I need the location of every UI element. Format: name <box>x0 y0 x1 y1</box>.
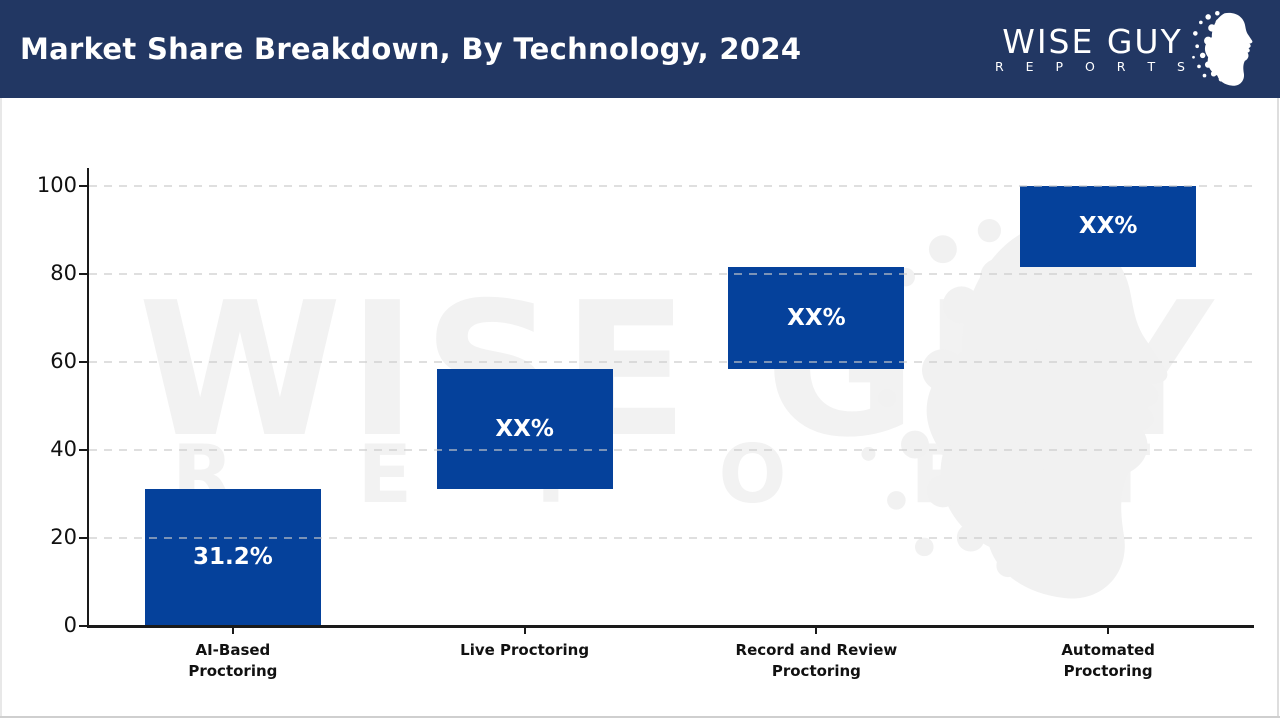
x-axis-line <box>87 625 1254 628</box>
logo-head-dots-icon <box>1192 10 1253 86</box>
x-category-label: Automated Proctoring <box>1061 641 1155 680</box>
bar-segment: XX% <box>728 266 905 370</box>
logo-reports-label: R E P O R T S <box>994 58 1194 74</box>
x-tick-mark <box>1107 628 1110 634</box>
y-tick-mark <box>79 625 87 627</box>
right-border-line <box>1277 98 1279 716</box>
y-tick-label: 60 <box>50 349 77 373</box>
bar-segment: 31.2% <box>144 488 321 626</box>
y-tick-mark <box>79 537 87 539</box>
bar-value-label: XX% <box>495 415 554 442</box>
page-title: Market Share Breakdown, By Technology, 2… <box>20 32 802 66</box>
y-tick-mark <box>79 449 87 451</box>
y-axis-line <box>87 168 89 628</box>
y-tick-label: 100 <box>36 173 77 197</box>
y-tick-mark <box>79 361 87 363</box>
x-tick-mark <box>815 628 818 634</box>
bar-value-label: XX% <box>787 304 846 331</box>
gridline <box>89 361 1254 363</box>
wise-guy-reports-logo: WISE GUY R E P O R T S <box>991 9 1254 89</box>
bottom-border-line <box>0 716 1280 718</box>
x-category-label: Live Proctoring <box>460 641 590 659</box>
x-tick-mark <box>231 628 234 634</box>
x-category-label: Record and Review Proctoring <box>735 641 898 680</box>
x-tick-mark <box>523 628 526 634</box>
y-tick-label: 0 <box>63 613 77 637</box>
x-category-label: AI-Based Proctoring <box>188 641 278 680</box>
y-tick-label: 80 <box>50 261 77 285</box>
bar-value-label: 31.2% <box>192 544 273 571</box>
y-tick-label: 20 <box>50 525 77 549</box>
left-border-line <box>0 98 2 716</box>
gridline <box>89 537 1254 539</box>
bar-segment: XX% <box>436 369 613 489</box>
y-tick-mark <box>79 273 87 275</box>
y-tick-label: 40 <box>50 437 77 461</box>
logo-text: WISE GUY R E P O R T S <box>991 25 1194 74</box>
bar-segment: XX% <box>1020 186 1197 267</box>
bar-value-label: XX% <box>1078 213 1138 240</box>
gridline <box>89 273 1254 275</box>
gridline <box>89 185 1254 187</box>
header-bar: Market Share Breakdown, By Technology, 2… <box>0 0 1280 98</box>
y-tick-mark <box>79 185 87 187</box>
gridline <box>89 449 1254 451</box>
logo-wiseguy-label: WISE GUY <box>1002 21 1183 61</box>
